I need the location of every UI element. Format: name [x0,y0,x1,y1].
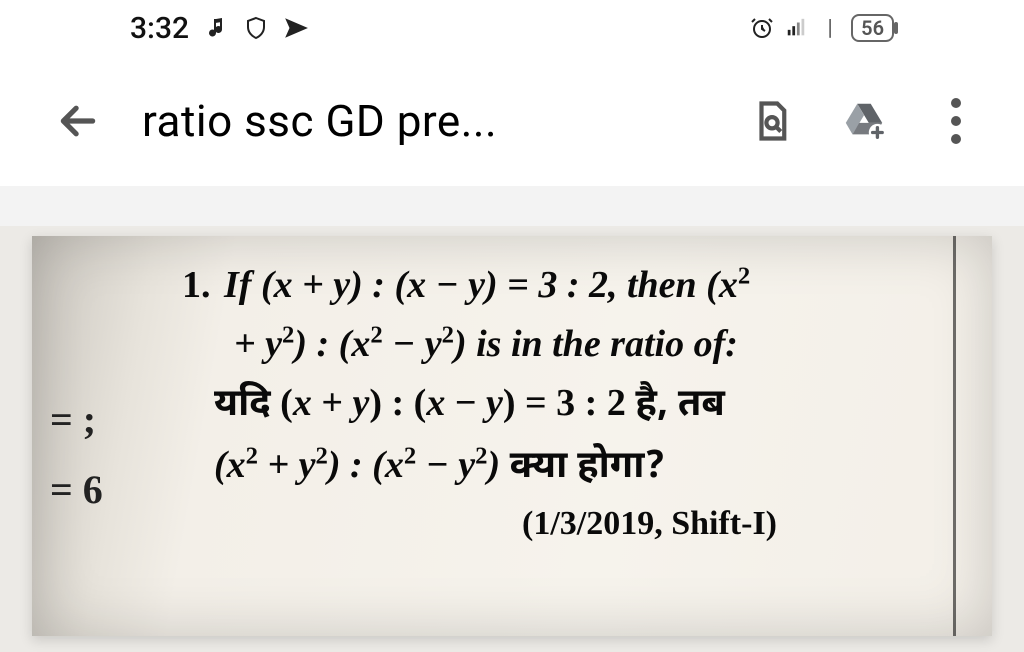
question-1: 1.If (x + y) : (x − y) = 3 : 2, then (x2… [182,256,932,550]
status-right: | 56 [749,14,894,42]
toolbar-gap [0,186,1024,226]
page-title: ratio ssc GD pre... [142,95,497,147]
drive-plus-icon [841,98,887,144]
margin-note-1: = ; [50,396,96,443]
margin-note-2: = 6 [50,466,103,513]
find-in-page-icon [751,100,793,142]
kebab-icon [951,98,961,144]
shield-icon [243,15,269,41]
battery-level: 56 [851,14,894,42]
question-number: 1. [182,256,224,315]
alarm-icon [749,15,775,41]
find-in-page-button[interactable] [744,93,800,149]
q1-line4: (x2 + y2) : (x2 − y2) क्या होगा? [214,436,932,498]
q1-source: (1/3/2019, Shift-I) [522,498,932,551]
music-note-icon [203,15,229,41]
android-status-bar: 3:32 | 56 [0,0,1024,56]
back-button[interactable] [50,93,106,149]
app-header: ratio ssc GD pre... [0,56,1024,186]
status-time: 3:32 [130,11,189,46]
q1-line3: यदि (x + y) : (x − y) = 3 : 2 है, तब [214,374,932,436]
more-menu-button[interactable] [928,93,984,149]
status-left: 3:32 [130,11,749,46]
signal-icon [783,15,809,41]
drive-add-button[interactable] [836,93,892,149]
send-icon [283,15,309,41]
pdf-page: = ; = 6 1.If (x + y) : (x − y) = 3 : 2, … [32,236,992,636]
pdf-viewport[interactable]: = ; = 6 1.If (x + y) : (x − y) = 3 : 2, … [0,226,1024,652]
q1-line2: + y2) : (x2 − y2) is in the ratio of: [234,315,932,374]
arrow-left-icon [56,99,100,143]
q1-line1: If (x + y) : (x − y) = 3 : 2, then (x2 [224,264,750,306]
vibrate-icon: | [817,15,843,41]
